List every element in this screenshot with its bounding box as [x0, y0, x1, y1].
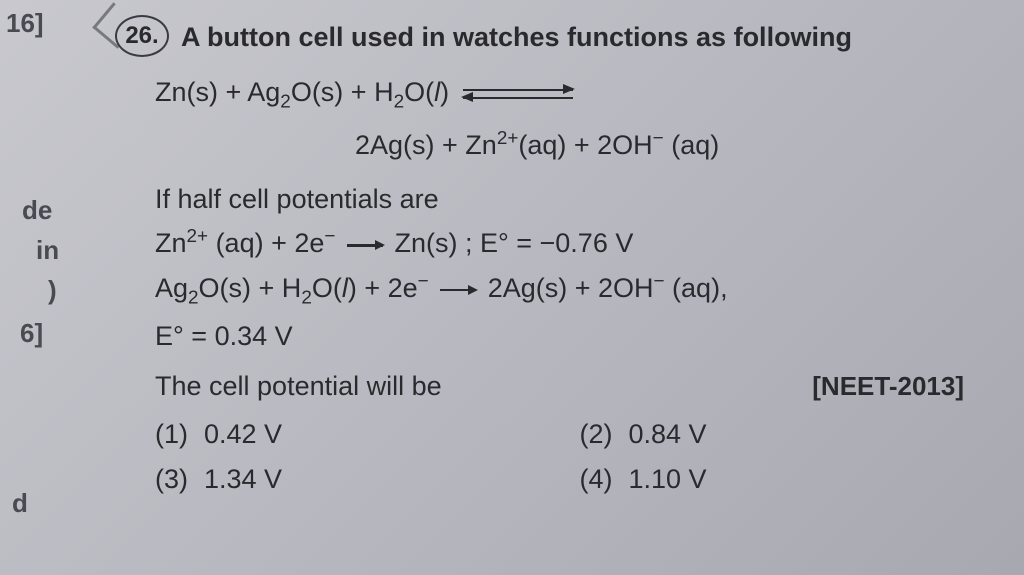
reaction-arrow-icon — [347, 244, 383, 247]
reaction-equation: Zn(s) + Ag2O(s) + H2O(l) 2Ag(s) + Zn2+(a… — [155, 71, 1004, 167]
eq-part: 2Ag(s) + Zn — [355, 130, 497, 160]
answer-options: (1) 0.42 V (2) 0.84 V (3) 1.34 V (4) 1.1… — [155, 419, 1004, 495]
equation-rhs: 2Ag(s) + Zn2+(aq) + 2OH− (aq) — [355, 124, 1004, 167]
reaction-arrow-icon — [440, 289, 476, 292]
option-number: (4) — [580, 464, 613, 495]
question-statement: A button cell used in watches functions … — [181, 15, 852, 55]
eq-sup: − — [418, 271, 429, 292]
exam-tag: [NEET-2013] — [812, 365, 1004, 408]
option-2[interactable]: (2) 0.84 V — [580, 419, 1005, 450]
half-cell-intro: If half cell potentials are — [155, 177, 1004, 222]
prompt-text: The cell potential will be — [155, 364, 442, 409]
option-3[interactable]: (3) 1.34 V — [155, 464, 580, 495]
eq-part: O( — [312, 273, 342, 303]
prompt-row: The cell potential will be [NEET-2013] — [155, 364, 1004, 409]
equation-lhs: Zn(s) + Ag2O(s) + H2O(l) — [155, 71, 1004, 118]
margin-cut-paren: ) — [48, 275, 57, 306]
equilibrium-arrow-icon — [463, 84, 573, 104]
margin-cut-de: de — [22, 195, 52, 226]
eq-sub: 2 — [301, 287, 312, 308]
option-number: (2) — [580, 419, 613, 450]
eq-part: ) — [440, 77, 449, 107]
eq-part: O(s) + H — [199, 273, 302, 303]
half-reaction-1: Zn2+ (aq) + 2e− Zn(s) ; E° = −0.76 V — [155, 221, 1004, 266]
option-value: 0.42 V — [204, 419, 282, 450]
eq-part: Ag — [155, 273, 188, 303]
half-reaction-2-potential: E° = 0.34 V — [155, 314, 1004, 359]
option-number: (1) — [155, 419, 188, 450]
half-cell-section: If half cell potentials are Zn2+ (aq) + … — [155, 177, 1004, 409]
eq-part: Zn — [155, 228, 187, 258]
margin-cut-d: d — [12, 488, 28, 519]
option-number: (3) — [155, 464, 188, 495]
eq-part: Zn(s) ; E° = −0.76 V — [387, 228, 633, 258]
eq-part: (aq) — [664, 130, 720, 160]
question-header: 26. A button cell used in watches functi… — [115, 15, 1004, 57]
eq-part: 2Ag(s) + 2OH — [480, 273, 653, 303]
question-number-circle: 26. — [115, 15, 169, 57]
question-block: 26. A button cell used in watches functi… — [115, 10, 1004, 495]
eq-part: O( — [404, 77, 434, 107]
eq-sub: 2 — [280, 91, 291, 112]
margin-ref-top: 16] — [6, 8, 44, 39]
margin-ref-6: 6] — [20, 318, 43, 349]
option-value: 0.84 V — [629, 419, 707, 450]
left-margin-notes: 16] de in ) 6] d — [0, 0, 90, 575]
eq-part: ) + 2e — [348, 273, 418, 303]
eq-sup: 2+ — [187, 226, 209, 247]
eq-part: (aq), — [665, 273, 728, 303]
half-reaction-2: Ag2O(s) + H2O(l) + 2e− 2Ag(s) + 2OH− (aq… — [155, 266, 1004, 314]
option-value: 1.34 V — [204, 464, 282, 495]
option-value: 1.10 V — [629, 464, 707, 495]
question-number: 26. — [125, 22, 158, 50]
eq-sup: − — [324, 226, 335, 247]
eq-part: O(s) + H — [291, 77, 394, 107]
eq-sub: 2 — [188, 287, 199, 308]
eq-sup: − — [653, 128, 664, 149]
eq-part: (aq) + 2e — [208, 228, 324, 258]
eq-part: (aq) + 2OH — [518, 130, 652, 160]
margin-cut-in: in — [36, 235, 59, 266]
eq-sup: 2+ — [497, 128, 519, 149]
eq-sub: 2 — [394, 91, 405, 112]
eq-part: Zn(s) + Ag — [155, 77, 280, 107]
option-4[interactable]: (4) 1.10 V — [580, 464, 1005, 495]
option-1[interactable]: (1) 0.42 V — [155, 419, 580, 450]
eq-sup: − — [654, 271, 665, 292]
